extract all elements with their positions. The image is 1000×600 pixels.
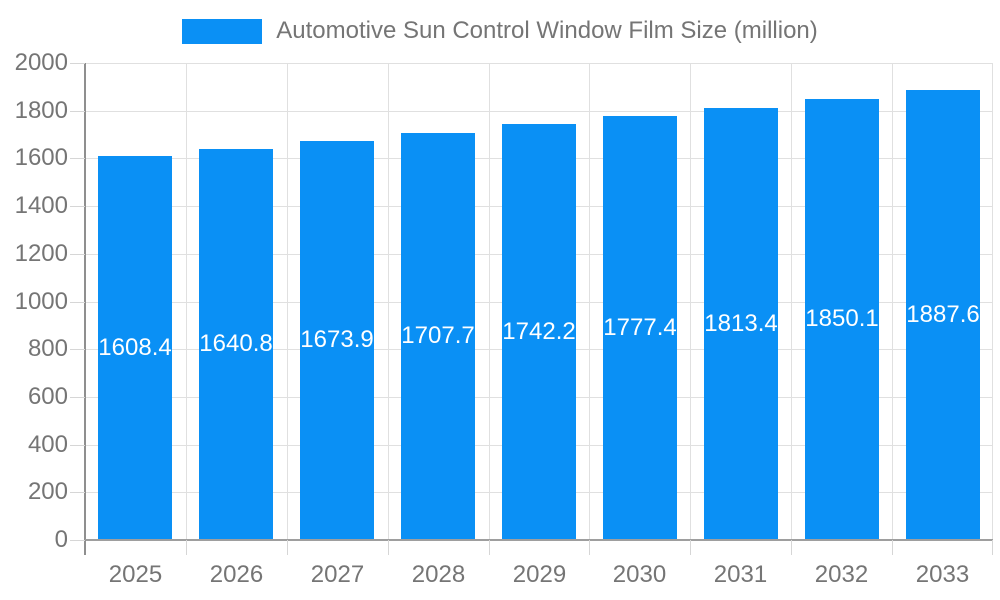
y-axis-tick: [70, 540, 85, 541]
bar[interactable]: [199, 149, 273, 540]
y-axis-tick-label: 800: [27, 335, 68, 362]
y-axis-tick-label: 2000: [14, 49, 68, 76]
gridline-vertical: [690, 63, 691, 540]
gridline-vertical: [388, 63, 389, 540]
bar[interactable]: [502, 124, 576, 540]
x-axis-tick-label: 2033: [915, 561, 970, 588]
y-axis-tick-label: 200: [27, 478, 68, 505]
x-axis-tick: [791, 540, 792, 555]
gridline-horizontal: [85, 111, 993, 112]
x-axis-tick: [186, 540, 187, 555]
y-axis-labels: 0 200 400 600 800 1000 1200 1400 1600 1800 2000: [0, 49, 68, 553]
x-axis-tick-label: 2029: [512, 561, 567, 588]
x-axis-tick-label: 2030: [612, 561, 667, 588]
y-axis-tick-label: 1400: [14, 192, 68, 219]
y-axis-line: [84, 63, 86, 555]
plot-area: 1608.4 1640.8 1673.9 1707.7 1742.2 1777.4 1813…: [85, 63, 993, 540]
x-axis-tick: [287, 540, 288, 555]
x-axis-tick: [690, 540, 691, 555]
y-axis-tick-label: 0: [54, 526, 68, 553]
x-axis-tick: [589, 540, 590, 555]
x-axis-tick-label: 2025: [108, 561, 163, 588]
y-axis-tick: [70, 63, 85, 64]
bar[interactable]: [98, 156, 172, 540]
bar[interactable]: [603, 116, 677, 540]
y-axis-tick: [70, 254, 85, 255]
bar[interactable]: [401, 133, 475, 540]
legend-color-swatch: [182, 18, 263, 44]
gridline-vertical: [489, 63, 490, 540]
x-axis-line: [85, 539, 993, 541]
y-axis-tick: [70, 397, 85, 398]
gridline-vertical: [589, 63, 590, 540]
legend: Automotive Sun Control Window Film Size …: [0, 17, 1000, 45]
bar[interactable]: [805, 99, 879, 540]
y-axis-tick: [70, 111, 85, 112]
y-axis-tick-label: 1200: [14, 240, 68, 267]
gridline-vertical: [892, 63, 893, 540]
bar[interactable]: [906, 90, 980, 540]
y-axis-tick: [70, 158, 85, 159]
x-axis-tick-label: 2027: [310, 561, 365, 588]
legend-item[interactable]: Automotive Sun Control Window Film Size …: [182, 17, 818, 45]
x-axis-tick-label: 2032: [814, 561, 869, 588]
gridline-vertical: [287, 63, 288, 540]
y-axis-tick-label: 1800: [14, 97, 68, 124]
y-axis-tick: [70, 302, 85, 303]
gridline-vertical: [791, 63, 792, 540]
y-axis-ticks: [70, 63, 85, 541]
bar[interactable]: [300, 141, 374, 540]
legend-label: Automotive Sun Control Window Film Size …: [276, 17, 818, 44]
y-axis-tick-label: 600: [27, 383, 68, 410]
gridline-vertical: [992, 63, 993, 540]
y-axis-tick: [70, 206, 85, 207]
x-axis-tick: [892, 540, 893, 555]
y-axis-tick: [70, 349, 85, 350]
y-axis-tick: [70, 445, 85, 446]
gridline-vertical: [186, 63, 187, 540]
y-axis-tick-label: 400: [27, 431, 68, 458]
gridline-horizontal: [85, 63, 993, 64]
x-axis-tick: [388, 540, 389, 555]
x-axis-labels: 2025 2026 2027 2028 2029 2030 2031 2032 2033: [85, 540, 993, 600]
x-axis-tick: [489, 540, 490, 555]
x-axis-tick-label: 2031: [713, 561, 768, 588]
bar[interactable]: [704, 108, 778, 540]
x-axis-tick-label: 2026: [209, 561, 264, 588]
y-axis-tick: [70, 492, 85, 493]
x-axis-tick: [992, 540, 993, 555]
y-axis-tick-label: 1600: [14, 144, 68, 171]
y-axis-tick-label: 1000: [14, 288, 68, 315]
x-axis-tick: [85, 540, 86, 555]
x-axis-tick-label: 2028: [411, 561, 466, 588]
